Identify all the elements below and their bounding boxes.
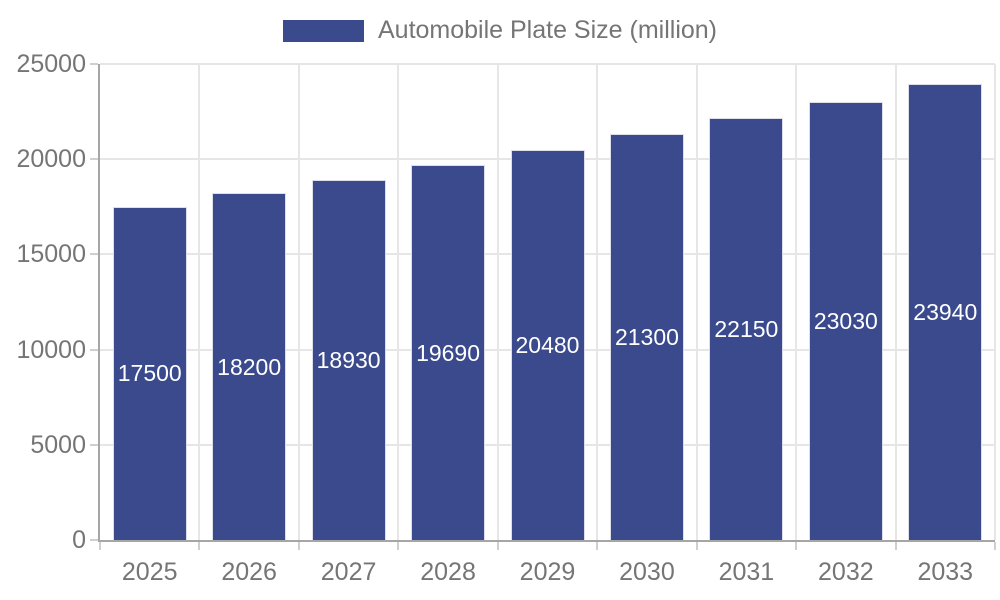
x-tick-mark [596,542,599,550]
y-tick-mark [90,539,98,541]
x-tick-label: 2029 [519,558,576,586]
x-tick-label: 2030 [619,558,675,586]
legend-swatch [282,19,364,42]
gridline-vertical [695,64,698,540]
y-axis-tick-labels: 0 5000 10000 15000 20000 25000 [0,50,86,554]
x-tick-label: 2033 [917,558,974,586]
x-tick-mark [994,542,996,550]
y-tick-label: 5000 [30,430,86,459]
x-tick-mark [496,542,499,550]
y-tick-label: 0 [72,526,86,554]
x-tick-label: 2025 [121,558,178,586]
x-tick-label: 2028 [420,558,476,586]
bar [709,118,784,540]
y-tick-mark [90,63,98,65]
y-tick-label: 20000 [16,145,86,174]
bar-value-label: 22150 [714,316,779,343]
gridline-vertical [596,64,599,540]
bar-value-label: 21300 [614,324,679,351]
x-tick-mark [795,542,798,550]
bar [908,84,983,540]
bar [411,165,486,540]
x-tick-mark [894,542,897,550]
bar [112,206,187,540]
gridline-vertical [795,64,798,540]
bar [808,101,883,540]
legend-label: Automobile Plate Size (million) [377,16,718,44]
bar-value-label: 19690 [416,339,481,366]
plot-area: 17500 18200 18930 19690 20480 21300 22150 23030… [90,63,996,550]
gridline-vertical [496,64,499,540]
x-tick-mark [99,542,101,550]
x-tick-mark [198,542,201,550]
y-tick-mark [90,253,98,256]
gridline-vertical [198,64,201,540]
bar [510,150,585,540]
legend: Automobile Plate Size (million) [0,18,1000,43]
bar-value-label: 20480 [515,332,580,359]
bar-value-label: 23030 [813,307,878,334]
x-tick-label: 2027 [320,558,377,586]
x-tick-mark [695,542,698,550]
gridline-horizontal [100,63,995,65]
bar [212,193,287,540]
gridline-vertical [397,64,400,540]
y-tick-label: 25000 [16,50,86,78]
x-tick-label: 2032 [818,558,874,586]
bar-value-label: 23940 [913,299,978,326]
bar-value-label: 18200 [217,353,282,380]
x-axis-tick-labels: 2025 2026 2027 2028 2029 2030 2031 2032 2033 [100,556,995,588]
bar-value-label: 18930 [316,346,381,373]
gridline-vertical [994,64,996,540]
gridline-vertical [297,64,300,540]
gridline-vertical [894,64,897,540]
x-tick-mark [297,542,300,550]
bar-value-label: 17500 [117,360,182,387]
y-axis-line [98,64,100,542]
x-tick-label: 2031 [718,558,775,586]
x-tick-label: 2026 [221,558,277,586]
y-tick-label: 15000 [16,240,86,269]
y-tick-mark [90,443,98,446]
x-tick-mark [397,542,400,550]
y-tick-mark [90,348,98,351]
y-tick-mark [90,158,98,161]
bar [609,134,684,540]
x-axis-line [98,540,995,542]
y-tick-label: 10000 [16,335,86,364]
bar [311,179,386,540]
